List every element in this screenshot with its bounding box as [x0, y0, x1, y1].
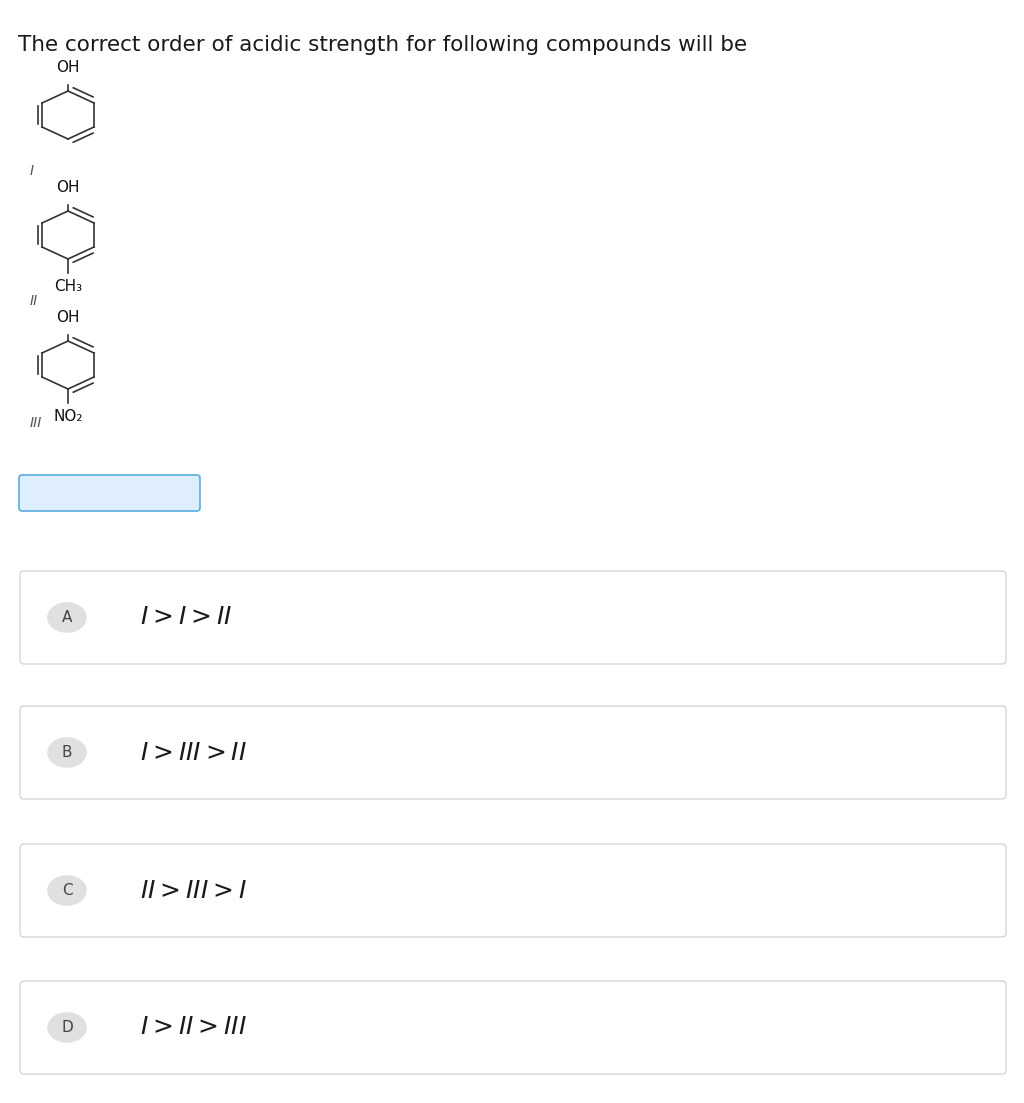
Text: $\mathit{II > III > I}$: $\mathit{II > III > I}$	[140, 878, 247, 902]
Text: $\mathit{I > I > II}$: $\mathit{I > I > II}$	[140, 606, 232, 630]
Text: OH: OH	[56, 310, 80, 325]
Text: CH₃: CH₃	[54, 279, 82, 295]
Text: I: I	[30, 164, 34, 178]
Ellipse shape	[47, 737, 87, 768]
FancyBboxPatch shape	[19, 475, 200, 511]
Text: $\mathit{I > III > II}$: $\mathit{I > III > II}$	[140, 740, 247, 764]
FancyBboxPatch shape	[20, 844, 1006, 938]
Ellipse shape	[47, 875, 87, 906]
Text: $\mathit{I > II > III}$: $\mathit{I > II > III}$	[140, 1016, 247, 1039]
Text: OH: OH	[56, 60, 80, 75]
Text: II: II	[30, 295, 38, 308]
Text: D: D	[61, 1020, 73, 1035]
FancyBboxPatch shape	[20, 981, 1006, 1074]
Text: B: B	[61, 745, 73, 760]
Text: III: III	[30, 416, 42, 430]
Text: NO₂: NO₂	[53, 409, 83, 424]
Text: A: A	[61, 610, 72, 625]
Ellipse shape	[47, 1013, 87, 1042]
Text: NEET 2001 (AIPMT): NEET 2001 (AIPMT)	[36, 485, 183, 501]
Text: OH: OH	[56, 180, 80, 195]
FancyBboxPatch shape	[20, 706, 1006, 799]
Text: C: C	[61, 884, 73, 898]
Text: The correct order of acidic strength for following compounds will be: The correct order of acidic strength for…	[18, 35, 748, 55]
Ellipse shape	[47, 602, 87, 633]
FancyBboxPatch shape	[20, 571, 1006, 664]
